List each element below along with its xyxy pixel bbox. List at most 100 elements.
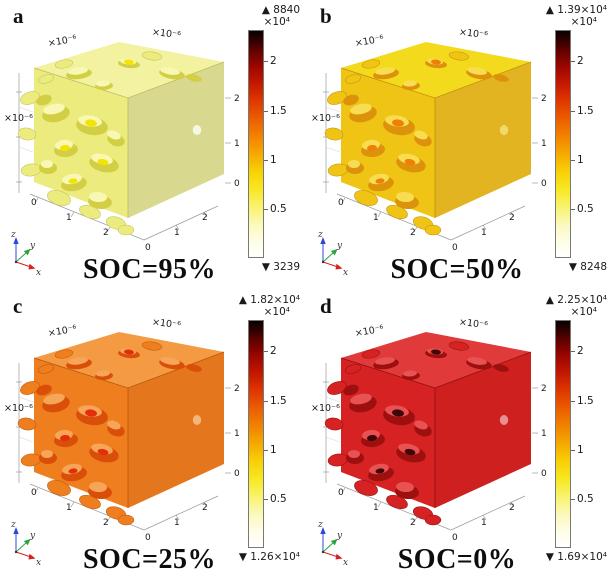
colorbar-min-value: ▼ 1.26×10⁴ [238, 551, 300, 563]
axis-tick: 0 [541, 469, 547, 479]
axis-tick: 0 [145, 533, 151, 543]
colorbar-min-value: ▼ 8248 [568, 261, 607, 273]
axis-exponent-label: ×10⁻⁶ [311, 403, 340, 414]
axis-tick: 1 [481, 518, 487, 528]
axis-exponent-label: ×10⁻⁶ [354, 323, 385, 339]
triad-x-label: x [36, 268, 41, 278]
axis-tick: 0 [31, 198, 37, 208]
colorbar-max-value: ▲ 1.82×10⁴ [238, 294, 300, 306]
colorbar-tick: 2 [571, 345, 584, 358]
colorbar-tick: 1 [571, 153, 584, 166]
axis-tick: 1 [373, 213, 379, 223]
panel-b: b ×10⁻⁶ ×10⁻⁶ ×10⁻⁶ 0 1 2 0 1 2 2 1 0 z … [307, 0, 615, 290]
colorbar-max-value: ▲ 2.25×10⁴ [545, 294, 607, 306]
axis-tick: 1 [541, 429, 547, 439]
axis-tick: 2 [202, 213, 208, 223]
axis-tick: 2 [509, 503, 515, 513]
axis-exponent-label: ×10⁻⁶ [458, 317, 488, 331]
axis-tick: 2 [541, 384, 547, 394]
colorbar-multiplier: ×10⁴ [570, 306, 597, 318]
colorbar: ▲ 1.82×10⁴ ×10⁴ 2 1.5 1 0.5 ▼ 1.26×10⁴ [232, 294, 302, 563]
axis-tick: 2 [410, 518, 416, 528]
colorbar-tick: 1 [264, 153, 277, 166]
axis-exponent-label: ×10⁻⁶ [4, 113, 33, 124]
microstructure-plot: ×10⁻⁶ ×10⁻⁶ ×10⁻⁶ 0 1 2 0 1 2 2 1 0 [311, 317, 547, 543]
triad-y-label: y [29, 531, 36, 541]
microstructure-plot: ×10⁻⁶ ×10⁻⁶ ×10⁻⁶ 0 1 2 0 1 2 2 1 0 [4, 317, 240, 543]
axis-tick: 1 [174, 228, 180, 238]
colorbar-min-value: ▼ 1.69×10⁴ [545, 551, 607, 563]
axis-tick: 1 [66, 213, 72, 223]
axis-tick: 2 [234, 94, 240, 104]
axis-triad: z y x [10, 520, 41, 568]
triad-z-label: z [10, 520, 16, 530]
colorbar: ▲ 1.39×10⁴ ×10⁴ 2 1.5 1 0.5 ▼ 8248 [539, 4, 609, 273]
colorbar-gradient-bar: 2 1.5 1 0.5 [555, 320, 594, 548]
colorbar: ▲ 8840 ×10⁴ 2 1.5 1 0.5 ▼ 3239 [232, 4, 302, 273]
panel-d: d ×10⁻⁶ ×10⁻⁶ ×10⁻⁶ 0 1 2 0 1 2 2 1 0 z … [307, 290, 615, 580]
axis-tick: 0 [31, 488, 37, 498]
microstructure-plot: ×10⁻⁶ ×10⁻⁶ ×10⁻⁶ 0 1 2 0 1 2 2 1 0 [311, 27, 547, 253]
axis-triad: z y x [10, 230, 41, 278]
panel-c: c ×10⁻⁶ ×10⁻⁶ ×10⁻⁶ 0 1 2 0 1 2 2 1 0 z … [0, 290, 307, 580]
colorbar-min-value: ▼ 3239 [261, 261, 300, 273]
axis-tick: 1 [373, 503, 379, 513]
triad-y-label: y [29, 241, 36, 251]
microstructure-plot: ×10⁻⁶ ×10⁻⁶ ×10⁻⁶ 0 1 2 0 1 2 2 1 0 [4, 27, 240, 253]
colorbar-tick: 0.5 [264, 202, 287, 215]
axis-exponent-label: ×10⁻⁶ [47, 33, 78, 49]
axis-exponent-label: ×10⁻⁶ [47, 323, 78, 339]
panel-letter: b [320, 4, 332, 28]
colorbar-tick: 1.5 [571, 394, 594, 407]
colorbar-multiplier: ×10⁴ [263, 16, 290, 28]
colorbar-multiplier: ×10⁴ [570, 16, 597, 28]
triad-x-label: x [343, 268, 348, 278]
axis-tick: 2 [509, 213, 515, 223]
soc-label: SOC=95% [82, 254, 217, 285]
colorbar-tick: 2 [571, 55, 584, 68]
colorbar-tick: 1.5 [264, 104, 287, 117]
triad-z-label: z [317, 520, 323, 530]
axis-triad: z y x [317, 230, 348, 278]
colorbar-fill [249, 31, 263, 257]
colorbar-tick: 0.5 [264, 492, 287, 505]
axis-tick: 1 [541, 139, 547, 149]
colorbar-tick: 1.5 [571, 104, 594, 117]
triad-x-label: x [343, 558, 348, 568]
colorbar-gradient-bar: 2 1.5 1 0.5 [248, 30, 287, 258]
axis-tick: 0 [452, 243, 458, 253]
axis-tick: 0 [452, 533, 458, 543]
panel-letter: d [320, 294, 332, 318]
triad-z-label: z [317, 230, 323, 240]
triad-x-label: x [36, 558, 41, 568]
panel-letter: c [13, 294, 23, 318]
colorbar-tick: 1.5 [264, 394, 287, 407]
axis-exponent-label: ×10⁻⁶ [354, 33, 385, 49]
soc-label: SOC=50% [390, 254, 524, 285]
panel-letter: a [13, 4, 24, 28]
colorbar-gradient-bar: 2 1.5 1 0.5 [555, 30, 594, 258]
axis-tick: 2 [410, 228, 416, 238]
colorbar-tick: 2 [264, 55, 277, 68]
colorbar-multiplier: ×10⁴ [263, 306, 290, 318]
axis-tick: 2 [541, 94, 547, 104]
axis-exponent-label: ×10⁻⁶ [151, 317, 181, 331]
colorbar-tick: 2 [264, 345, 277, 358]
axis-exponent-label: ×10⁻⁶ [458, 27, 488, 41]
axis-tick: 0 [234, 469, 240, 479]
panel-a: a ×10⁻⁶ ×10⁻⁶ ×10⁻⁶ 0 1 2 0 1 2 2 1 0 z … [0, 0, 307, 290]
axis-tick: 2 [103, 228, 109, 238]
axis-exponent-label: ×10⁻⁶ [311, 113, 340, 124]
axis-tick: 0 [338, 488, 344, 498]
colorbar-tick: 1 [571, 443, 584, 456]
colorbar-tick: 0.5 [571, 202, 594, 215]
colorbar-tick: 0.5 [571, 492, 594, 505]
colorbar-max-value: ▲ 1.39×10⁴ [545, 4, 607, 16]
triad-y-label: y [336, 531, 343, 541]
colorbar-fill [249, 321, 263, 547]
colorbar-max-value: ▲ 8840 [261, 4, 300, 16]
axis-tick: 1 [174, 518, 180, 528]
axis-tick: 1 [234, 429, 240, 439]
colorbar-gradient-bar: 2 1.5 1 0.5 [248, 320, 287, 548]
